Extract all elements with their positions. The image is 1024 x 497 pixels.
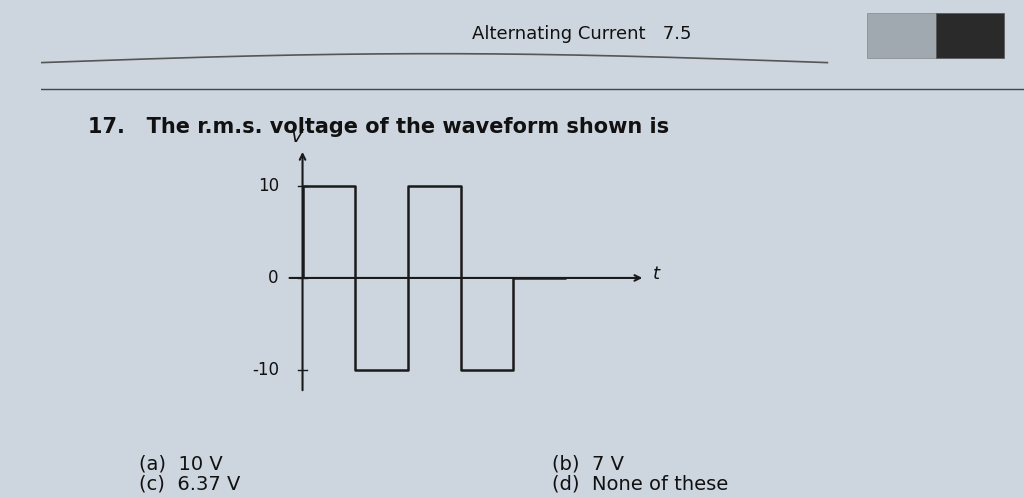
Text: Alternating Current   7.5: Alternating Current 7.5 (472, 25, 691, 43)
Text: -10: -10 (252, 361, 279, 379)
Text: (b)  7 V: (b) 7 V (552, 455, 625, 474)
Text: V: V (291, 128, 303, 146)
Text: 0: 0 (268, 269, 279, 287)
Text: (d)  None of these: (d) None of these (552, 474, 728, 494)
Text: (c)  6.37 V: (c) 6.37 V (139, 474, 241, 494)
Text: 10: 10 (258, 177, 279, 195)
Bar (866, 13, 936, 58)
Text: (a)  10 V: (a) 10 V (139, 455, 223, 474)
Text: 17.   The r.m.s. voltage of the waveform shown is: 17. The r.m.s. voltage of the waveform s… (88, 117, 670, 137)
Bar (936, 13, 1005, 58)
Text: t: t (653, 265, 660, 283)
